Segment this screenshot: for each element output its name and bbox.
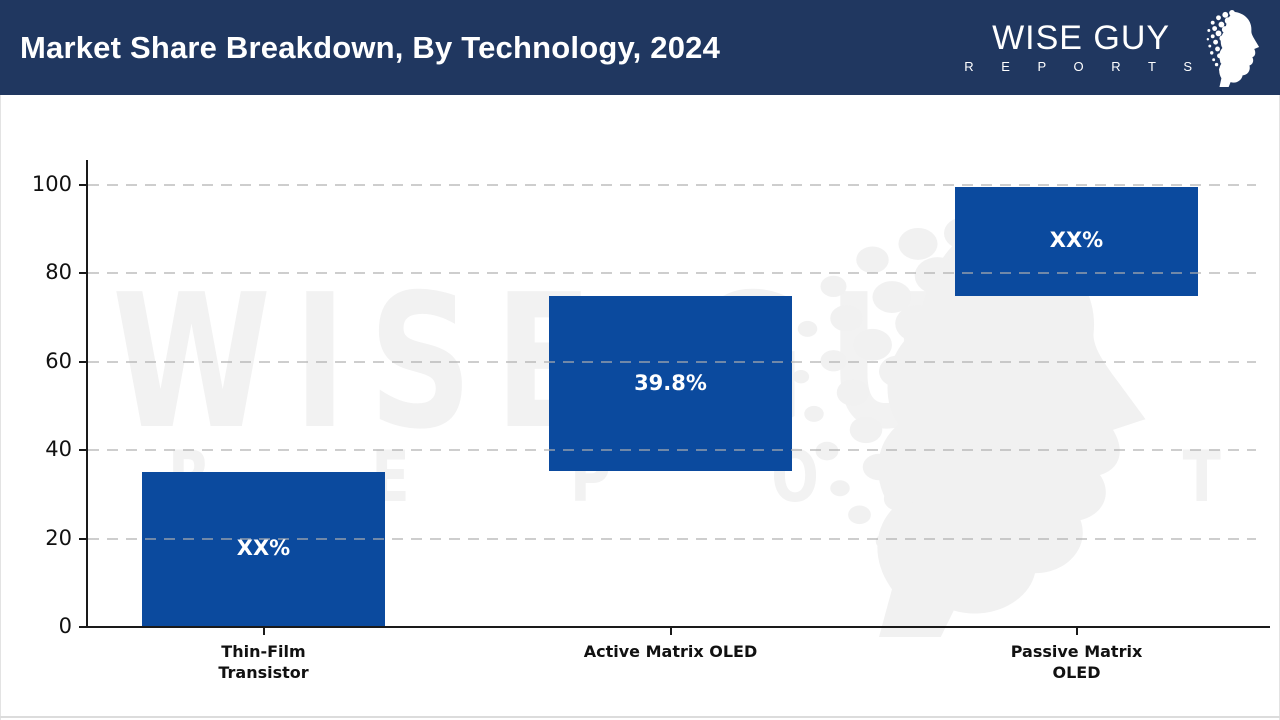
bar — [955, 186, 1198, 296]
grid-line — [88, 449, 1256, 452]
y-axis-spine — [86, 160, 88, 628]
page-border-left — [0, 95, 1, 720]
page-bottom-rule — [0, 716, 1280, 718]
logo-face-icon — [1206, 9, 1260, 87]
logo-text-block: WISE GUY R E P O R T S — [958, 21, 1204, 74]
x-tick-mark — [262, 627, 265, 635]
x-tick-mark — [669, 627, 672, 635]
category-label: Thin-Film Transistor — [114, 641, 414, 683]
header-bar: Market Share Breakdown, By Technology, 2… — [0, 0, 1280, 95]
bar — [549, 295, 792, 472]
y-tick-label: 80 — [45, 260, 72, 285]
logo-subtitle: R E P O R T S — [964, 59, 1204, 74]
y-tick-mark — [79, 449, 87, 452]
y-tick-mark — [79, 537, 87, 540]
x-axis-spine — [86, 626, 1270, 628]
watermark-face-icon — [792, 217, 1146, 637]
category-label: Passive Matrix OLED — [927, 641, 1227, 683]
chart-area: WISE GUY R E P O R T S XX%39.8%XX%020406… — [0, 95, 1280, 720]
y-tick-mark — [79, 272, 87, 275]
bar-label: 39.8% — [634, 370, 707, 395]
grid-line — [88, 272, 1256, 275]
x-tick-mark — [1075, 627, 1078, 635]
y-tick-label: 20 — [45, 525, 72, 550]
logo-wordmark: WISE GUY — [992, 19, 1171, 57]
y-tick-mark — [79, 360, 87, 363]
grid-line — [88, 184, 1256, 186]
grid-line — [88, 360, 1256, 363]
y-tick-mark — [79, 184, 87, 186]
category-label-line: Active Matrix OLED — [583, 642, 758, 661]
bar-label: XX% — [1049, 228, 1104, 253]
bar-label: XX% — [236, 536, 291, 561]
category-label: Active Matrix OLED — [521, 641, 821, 662]
category-label-line: OLED — [1052, 663, 1101, 682]
y-tick-label: 100 — [31, 172, 72, 196]
y-tick-label: 60 — [45, 348, 72, 373]
y-tick-label: 0 — [58, 614, 72, 638]
page-title: Market Share Breakdown, By Technology, 2… — [20, 29, 721, 65]
y-tick-label: 40 — [45, 437, 72, 462]
category-label-line: Thin-Film — [221, 642, 306, 661]
bar — [142, 471, 385, 627]
category-label-line: Passive Matrix — [1010, 642, 1143, 661]
brand-logo: WISE GUY R E P O R T S — [958, 9, 1262, 87]
category-label-line: Transistor — [218, 663, 309, 682]
grid-line — [88, 537, 1256, 540]
y-tick-mark — [79, 626, 87, 628]
